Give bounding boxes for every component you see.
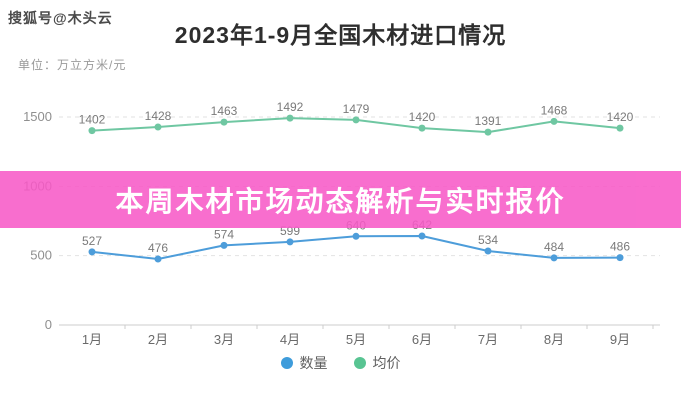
page-title: 2023年1-9月全国木材进口情况 bbox=[174, 22, 507, 48]
data-point[interactable] bbox=[220, 241, 228, 249]
legend-item-均价[interactable]: 均价 bbox=[353, 353, 401, 373]
data-point[interactable] bbox=[484, 128, 492, 136]
data-point[interactable] bbox=[286, 114, 294, 122]
y-axis-tick-label: 1500 bbox=[23, 109, 52, 124]
data-point[interactable] bbox=[352, 232, 360, 240]
x-axis-label: 1月 bbox=[82, 332, 102, 347]
data-point-label: 1428 bbox=[145, 109, 172, 123]
legend-label: 数量 bbox=[299, 355, 328, 371]
data-point[interactable] bbox=[484, 247, 492, 255]
sohu-watermark: 搜狐号@木头云 bbox=[8, 10, 113, 26]
chart-legend: 数量 均价 bbox=[0, 353, 681, 373]
data-point[interactable] bbox=[616, 254, 624, 262]
data-point[interactable] bbox=[88, 127, 96, 135]
unit-label: 单位：万立方米/元 bbox=[18, 58, 127, 72]
data-point-label: 484 bbox=[544, 240, 564, 254]
data-point-label: 1402 bbox=[79, 113, 106, 127]
data-point-label: 1420 bbox=[409, 110, 436, 124]
data-point-label: 1463 bbox=[211, 104, 238, 118]
legend-dot bbox=[280, 357, 293, 369]
x-axis-label: 8月 bbox=[544, 332, 564, 347]
x-axis-label: 9月 bbox=[610, 332, 630, 347]
y-axis-tick-label: 500 bbox=[30, 248, 52, 263]
promo-banner-text: 本周木材市场动态解析与实时报价 bbox=[115, 185, 566, 217]
x-axis-label: 5月 bbox=[346, 332, 366, 347]
data-point-label: 527 bbox=[82, 234, 102, 248]
data-point[interactable] bbox=[286, 238, 294, 246]
x-axis-label: 2月 bbox=[148, 332, 168, 347]
x-axis-label: 6月 bbox=[412, 332, 432, 347]
x-axis-label: 4月 bbox=[280, 332, 300, 347]
data-point-label: 486 bbox=[610, 240, 630, 254]
data-point[interactable] bbox=[220, 118, 228, 126]
data-point-label: 1420 bbox=[607, 110, 634, 124]
data-point[interactable] bbox=[418, 124, 426, 132]
data-point[interactable] bbox=[352, 116, 360, 124]
data-point[interactable] bbox=[154, 255, 162, 263]
data-point-label: 476 bbox=[148, 241, 168, 255]
data-point-label: 1468 bbox=[541, 103, 568, 117]
data-point[interactable] bbox=[418, 232, 426, 240]
data-point[interactable] bbox=[550, 254, 558, 262]
x-axis-label: 7月 bbox=[478, 332, 498, 347]
x-axis-label: 3月 bbox=[214, 332, 234, 347]
legend-item-数量[interactable]: 数量 bbox=[280, 353, 328, 373]
legend-dot bbox=[353, 357, 366, 369]
data-point[interactable] bbox=[616, 124, 624, 132]
data-point-label: 1391 bbox=[475, 114, 502, 128]
data-point[interactable] bbox=[88, 248, 96, 256]
data-point-label: 574 bbox=[214, 227, 234, 241]
promo-banner: 本周木材市场动态解析与实时报价 bbox=[0, 171, 681, 228]
data-point[interactable] bbox=[154, 123, 162, 131]
data-point-label: 534 bbox=[478, 233, 498, 247]
data-point-label: 1479 bbox=[343, 102, 370, 116]
data-point-label: 1492 bbox=[277, 100, 304, 114]
data-point[interactable] bbox=[550, 117, 558, 125]
y-axis-tick-label: 0 bbox=[45, 317, 52, 332]
legend-label: 均价 bbox=[372, 355, 401, 371]
